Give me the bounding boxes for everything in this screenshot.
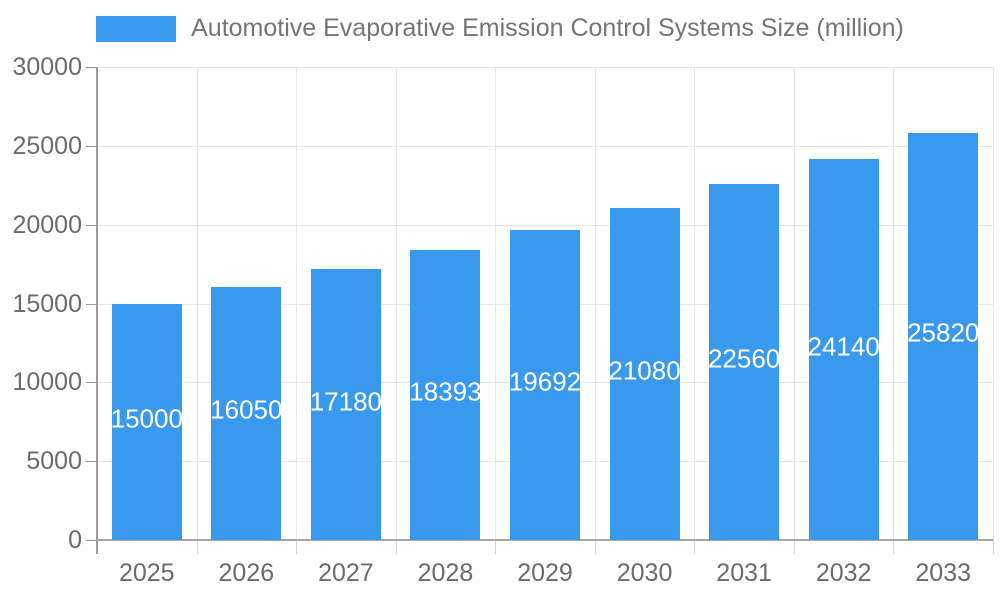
tick-mark-x-8: [893, 540, 895, 554]
legend[interactable]: Automotive Evaporative Emission Control …: [0, 14, 1000, 43]
gridline-x-3: [395, 67, 397, 540]
gridline-x-7: [793, 67, 795, 540]
gridline-y-30000: [97, 67, 993, 68]
x-axis-label-2031: 2031: [716, 559, 772, 587]
tick-mark-x-7: [793, 540, 795, 554]
tick-mark-y-15000: [86, 303, 97, 305]
bar-2032[interactable]: [808, 159, 879, 540]
tick-mark-y-30000: [86, 67, 97, 68]
x-axis-line: [97, 539, 993, 541]
tick-mark-x-5: [594, 540, 596, 554]
bar-2031[interactable]: [709, 184, 780, 540]
x-axis-label-2030: 2030: [616, 559, 673, 587]
gridline-y-25000: [97, 145, 993, 147]
tick-mark-x-4: [495, 540, 497, 554]
tick-mark-y-20000: [86, 224, 97, 226]
y-axis-label-25000: 25000: [12, 131, 82, 160]
y-axis-label-10000: 10000: [12, 368, 82, 397]
y-axis-label-5000: 5000: [26, 447, 82, 476]
tick-mark-y-25000: [86, 145, 97, 147]
y-axis-label-20000: 20000: [12, 210, 82, 239]
x-axis-label-2027: 2027: [318, 559, 374, 587]
bar-2030[interactable]: [609, 207, 680, 540]
x-axis-label-2026: 2026: [218, 559, 275, 587]
bar-2027[interactable]: [310, 269, 381, 540]
gridline-x-2: [296, 67, 298, 540]
gridline-x-9: [993, 67, 994, 540]
gridline-x-4: [495, 67, 497, 540]
tick-mark-x-6: [694, 540, 696, 554]
y-axis-line: [96, 67, 98, 554]
bar-2029[interactable]: [510, 229, 580, 540]
tick-mark-x-2: [296, 540, 298, 554]
tick-mark-y-10000: [86, 382, 97, 384]
legend-swatch: [96, 15, 177, 42]
gridline-y-20000: [97, 224, 993, 226]
chart-title: Automotive Evaporative Emission Control …: [191, 14, 904, 42]
x-axis-label-2025: 2025: [118, 559, 175, 587]
tick-mark-x-1: [196, 540, 198, 554]
x-axis-label-2028: 2028: [417, 559, 474, 587]
tick-mark-x-3: [395, 540, 397, 554]
gridline-x-1: [196, 67, 198, 540]
x-axis-label-2029: 2029: [517, 559, 573, 587]
tick-mark-y-5000: [86, 461, 97, 463]
gridline-x-6: [694, 67, 696, 540]
bar-2028[interactable]: [410, 250, 481, 540]
x-axis-label-2033: 2033: [915, 559, 972, 587]
tick-mark-x-9: [993, 540, 994, 554]
bar-2026[interactable]: [211, 286, 282, 540]
bar-2033[interactable]: [908, 132, 979, 540]
y-axis-label-15000: 15000: [12, 289, 82, 318]
x-axis-label-2032: 2032: [815, 559, 872, 587]
tick-mark-y-0: [86, 540, 97, 541]
y-axis-label-30000: 30000: [12, 53, 82, 81]
bar-2025[interactable]: [111, 303, 182, 540]
y-axis-label-0: 0: [68, 526, 82, 554]
gridline-x-8: [893, 67, 895, 540]
gridline-x-5: [594, 67, 596, 540]
